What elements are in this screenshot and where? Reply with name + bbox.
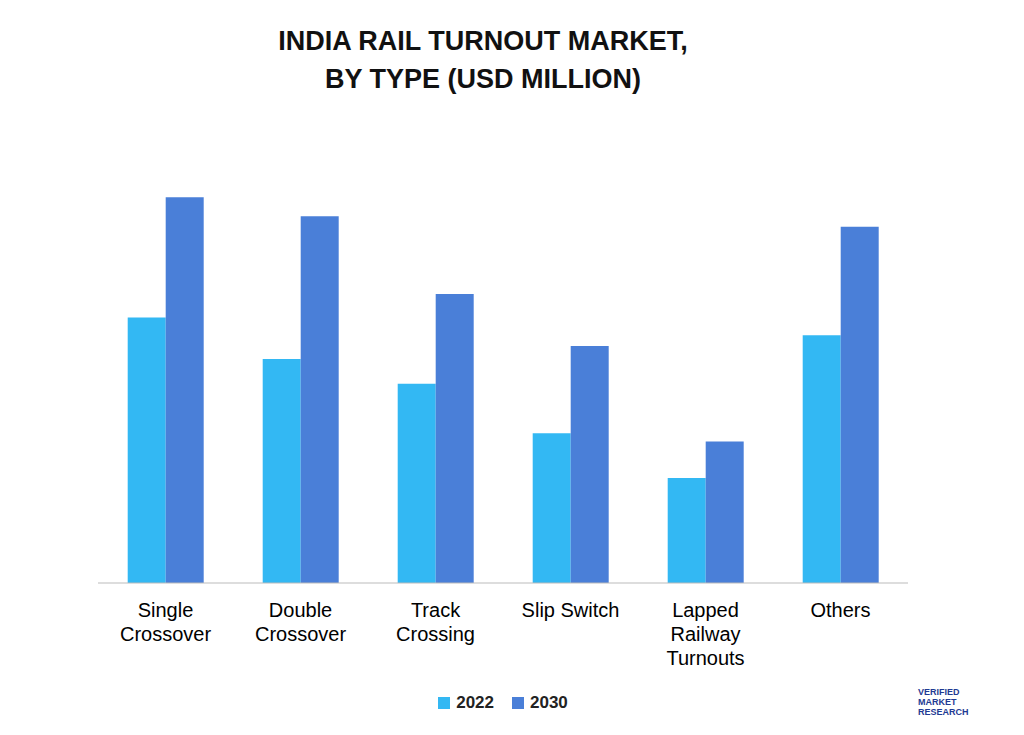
html-text:2030: 2030 bbox=[530, 693, 568, 712]
svg-text:TrackCrossing: TrackCrossing bbox=[396, 599, 475, 645]
html-text:2022: 2022 bbox=[456, 693, 494, 712]
svg-text:Others: Others bbox=[810, 599, 870, 621]
svg-text:DoubleCrossover: DoubleCrossover bbox=[255, 599, 346, 645]
html-text:VERIFIED MARKET RESEARCH: VERIFIED MARKET RESEARCH bbox=[918, 687, 969, 717]
svg-text:SingleCrossover: SingleCrossover bbox=[120, 599, 211, 645]
svg-text:LappedRailwayTurnouts: LappedRailwayTurnouts bbox=[666, 599, 744, 669]
svg-text:Slip Switch: Slip Switch bbox=[522, 599, 620, 621]
html-text:INDIA RAIL TURNOUT MARKET, BY: INDIA RAIL TURNOUT MARKET, BY TYPE (USD … bbox=[278, 26, 688, 94]
